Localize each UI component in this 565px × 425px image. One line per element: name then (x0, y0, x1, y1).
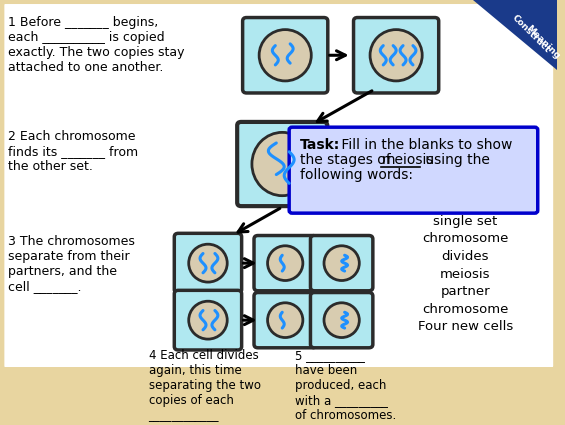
Text: chromosome: chromosome (422, 303, 508, 316)
FancyBboxPatch shape (254, 235, 316, 291)
Text: Meaning: Meaning (524, 24, 562, 61)
FancyBboxPatch shape (242, 17, 328, 93)
FancyBboxPatch shape (310, 292, 373, 348)
Ellipse shape (189, 244, 227, 282)
Text: partner: partner (441, 285, 490, 298)
Text: 2 Each chromosome
finds its _______ from
the other set.: 2 Each chromosome finds its _______ from… (8, 130, 138, 173)
Ellipse shape (324, 303, 359, 337)
Text: meiosis: meiosis (440, 267, 490, 280)
FancyBboxPatch shape (237, 122, 327, 206)
FancyBboxPatch shape (310, 235, 373, 291)
Ellipse shape (268, 303, 303, 337)
Polygon shape (473, 0, 557, 70)
Ellipse shape (252, 132, 312, 196)
Text: chromosome: chromosome (422, 232, 508, 246)
Ellipse shape (324, 246, 359, 280)
Text: Task:: Task: (300, 138, 340, 152)
Text: the stages of: the stages of (300, 153, 395, 167)
Text: divides: divides (442, 250, 489, 263)
FancyBboxPatch shape (354, 17, 438, 93)
Text: 3 The chromosomes
separate from their
partners, and the
cell _______.: 3 The chromosomes separate from their pa… (8, 235, 135, 293)
FancyBboxPatch shape (3, 3, 555, 368)
Text: meiosis: meiosis (381, 153, 434, 167)
Text: following words:: following words: (300, 167, 413, 181)
FancyBboxPatch shape (174, 290, 242, 350)
Text: single set: single set (433, 215, 498, 228)
Text: using the: using the (421, 153, 490, 167)
Text: 5 __________
have been
produced, each
with a _________
of chromosomes.: 5 __________ have been produced, each wi… (295, 349, 397, 422)
Text: Fill in the blanks to show: Fill in the blanks to show (337, 138, 512, 152)
Text: 1 Before _______ begins,
each __________ is copied
exactly. The two copies stay
: 1 Before _______ begins, each __________… (8, 16, 184, 74)
FancyBboxPatch shape (289, 127, 538, 213)
Text: 4 Each cell divides
again, this time
separating the two
copies of each
_________: 4 Each cell divides again, this time sep… (149, 349, 260, 422)
Ellipse shape (370, 30, 422, 81)
FancyBboxPatch shape (254, 292, 316, 348)
Text: Four new cells: Four new cells (418, 320, 513, 333)
Ellipse shape (189, 301, 227, 339)
Text: Construct: Construct (510, 13, 551, 55)
Ellipse shape (259, 30, 311, 81)
FancyBboxPatch shape (174, 233, 242, 293)
Ellipse shape (268, 246, 303, 280)
